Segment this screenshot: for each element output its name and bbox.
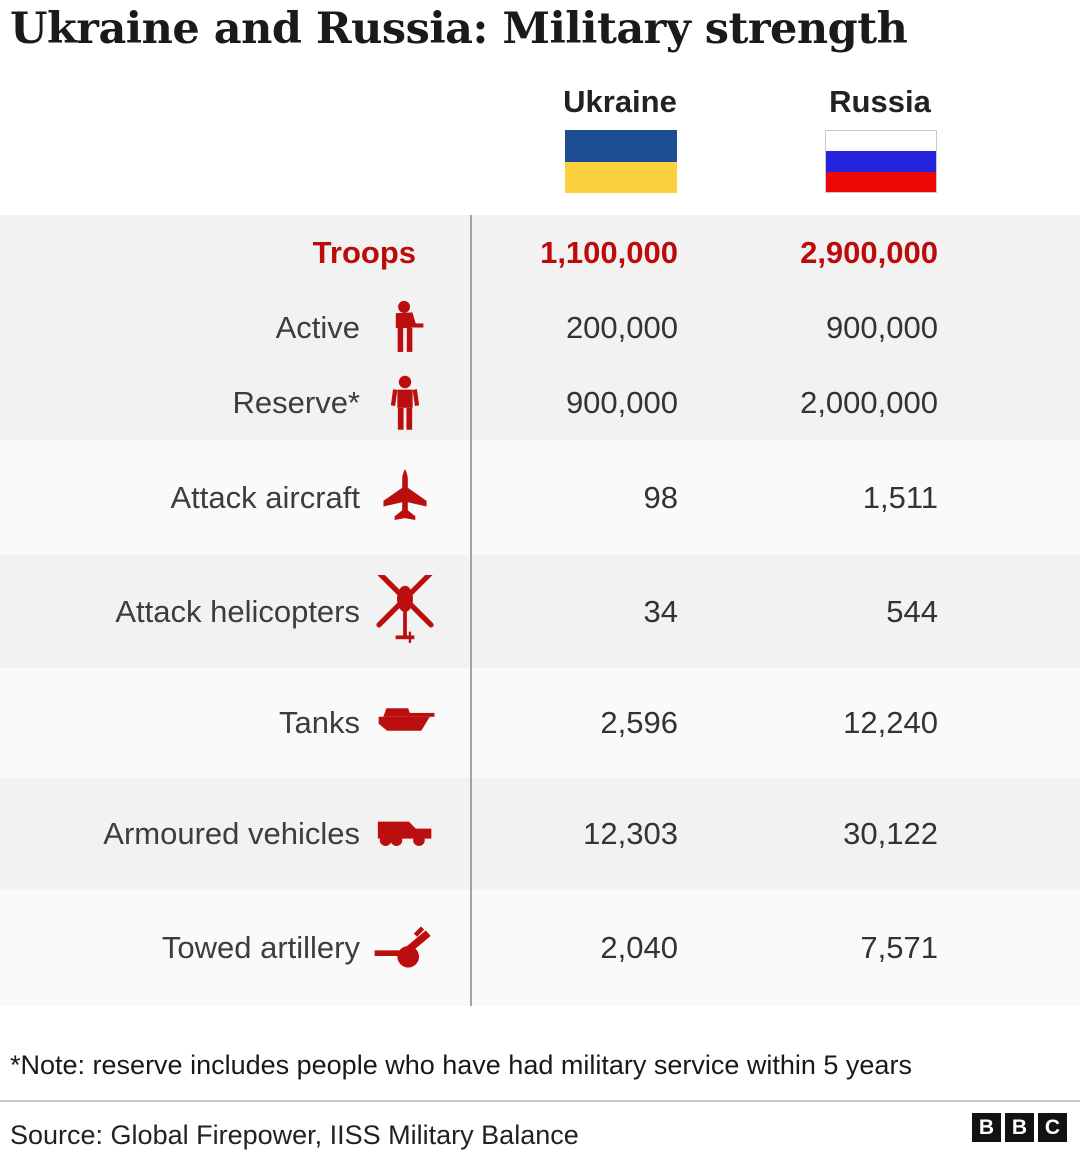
tank-icon [373, 705, 437, 741]
table-row-attack-helicopters: Attack helicopters 34 544 [0, 555, 1080, 668]
table-row-armoured-vehicles: Armoured vehicles 12,303 30,122 [0, 778, 1080, 890]
table-row-attack-aircraft: Attack aircraft 98 1,511 [0, 440, 1080, 555]
russia-value: 1,511 [862, 479, 938, 515]
russia-value: 544 [886, 593, 938, 629]
russia-flag [825, 130, 937, 193]
column-header-russia: Russia [829, 84, 931, 119]
ukraine-value: 34 [643, 593, 678, 629]
russia-value: 900,000 [825, 309, 938, 345]
ukraine-value: 12,303 [583, 816, 678, 851]
helicopter-icon [373, 574, 437, 649]
bbc-logo-letter: B [1005, 1113, 1034, 1142]
ukraine-value: 200,000 [565, 309, 678, 345]
table-row-troops: Troops 1,100,000 2,900,000 [0, 215, 1080, 290]
bbc-logo: B B C [972, 1113, 1067, 1142]
row-label: Attack aircraft [170, 479, 361, 515]
troops-section: Troops 1,100,000 2,900,000 Active [0, 215, 1080, 440]
row-label: Towed artillery [161, 930, 360, 965]
person-icon [373, 375, 437, 431]
comparison-table: Troops 1,100,000 2,900,000 Active [0, 215, 1080, 1006]
row-label: Tanks [279, 705, 360, 740]
table-row-tanks: Tanks 2,596 12,240 [0, 668, 1080, 778]
row-label: Active [275, 309, 360, 345]
armoured-vehicle-icon [373, 815, 437, 853]
russia-flag-white-stripe [826, 131, 936, 152]
ukraine-flag-blue-stripe [565, 130, 677, 162]
ukraine-value: 2,040 [600, 930, 678, 965]
fighter-jet-icon [373, 467, 437, 529]
towed-artillery-icon [373, 923, 437, 973]
row-label: Armoured vehicles [103, 816, 360, 851]
table-row-active: Active 200,000 900,000 [0, 290, 1080, 365]
label-cell: Attack aircraft [0, 440, 472, 555]
footer-divider [0, 1100, 1080, 1102]
label-cell: Active [0, 290, 472, 365]
column-header-ukraine: Ukraine [563, 84, 677, 119]
ukraine-flag-yellow-stripe [565, 161, 677, 193]
bbc-logo-letter: B [972, 1113, 1001, 1142]
row-label: Reserve* [232, 384, 361, 420]
russia-value: 7,571 [860, 930, 938, 965]
table-row-reserve: Reserve* 900,000 2,000,000 [0, 365, 1080, 440]
row-label: Attack helicopters [115, 593, 360, 629]
label-cell: Attack helicopters [0, 555, 472, 668]
row-label: Troops [312, 234, 416, 270]
ukraine-value: 900,000 [565, 384, 678, 420]
page-title: Ukraine and Russia: Military strength [10, 4, 908, 54]
footnote: *Note: reserve includes people who have … [10, 1050, 912, 1080]
source-caption: Source: Global Firepower, IISS Military … [10, 1120, 579, 1150]
label-cell: Troops [0, 215, 472, 290]
ukraine-value: 2,596 [600, 705, 678, 740]
russia-flag-red-stripe [826, 171, 936, 192]
label-cell: Tanks [0, 668, 472, 778]
ukraine-flag [565, 130, 677, 193]
ukraine-value: 98 [643, 479, 678, 515]
russia-value: 2,900,000 [800, 234, 938, 270]
ukraine-value: 1,100,000 [540, 234, 678, 270]
russia-value: 30,122 [843, 816, 938, 851]
table-row-towed-artillery: Towed artillery 2,040 7,571 [0, 890, 1080, 1006]
soldier-icon [373, 298, 437, 358]
bbc-logo-letter: C [1038, 1113, 1067, 1142]
label-cell: Armoured vehicles [0, 778, 472, 890]
label-cell: Reserve* [0, 365, 472, 440]
russia-value: 12,240 [843, 705, 938, 740]
russia-value: 2,000,000 [800, 384, 938, 420]
russia-flag-blue-stripe [826, 151, 936, 172]
label-cell: Towed artillery [0, 890, 472, 1006]
